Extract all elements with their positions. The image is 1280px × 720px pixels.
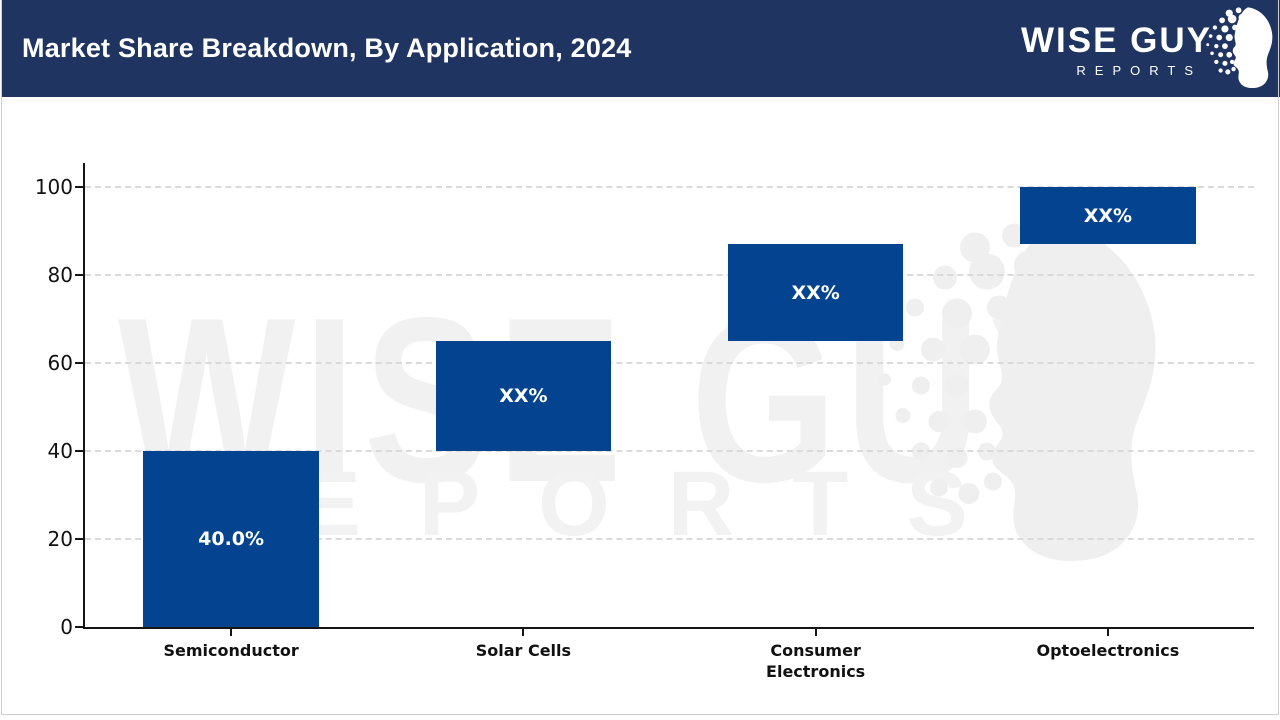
gridline-y-80 (85, 274, 1254, 277)
x-tick-mark (522, 629, 525, 636)
gridline-y-20 (85, 538, 1254, 541)
gridline-y-100 (85, 186, 1254, 189)
bar-solar-cells: XX% (435, 341, 612, 452)
bar-value-label: XX% (791, 281, 840, 304)
bar-value-label: 40.0% (198, 528, 265, 551)
logo-wordmark: WISE GUY (1020, 21, 1212, 60)
y-tick-mark (75, 450, 83, 453)
y-tick-mark (75, 274, 83, 277)
y-tick-mark (75, 362, 83, 365)
x-axis-spine (83, 627, 1254, 629)
bar-optoelectronics: XX% (1020, 187, 1196, 245)
bar-value-label: XX% (499, 385, 548, 408)
y-tick-mark (75, 186, 83, 189)
page-title: Market Share Breakdown, By Application, … (22, 33, 632, 63)
y-axis-tick-label: 60 (47, 351, 73, 376)
y-tick-mark (75, 538, 83, 541)
wise-guy-reports-logo: WISE GUY REPORTS (1020, 0, 1280, 97)
x-axis-tick-label: Semiconductor (163, 641, 299, 660)
logo-face-icon (1206, 7, 1273, 89)
watermark-face-icon (879, 223, 1156, 561)
x-axis-tick-label: Consumer Electronics (766, 641, 866, 681)
y-axis-tick-label: 100 (34, 175, 73, 200)
x-tick-mark (230, 629, 233, 636)
x-axis-tick-label: Optoelectronics (1036, 641, 1180, 660)
x-tick-mark (814, 629, 817, 636)
y-axis-tick-label: 40 (47, 439, 73, 464)
y-axis-tick-label: 0 (60, 615, 73, 639)
bar-semiconductor: 40.0% (143, 451, 319, 627)
y-axis-spine (83, 163, 85, 629)
logo-subtext: REPORTS (1076, 63, 1202, 78)
chart-plot-area: 0 20 40 60 80 100 40.0% Semiconductor XX% Solar C… (35, 163, 1254, 681)
y-axis-tick-label: 80 (47, 263, 73, 288)
gridline-y-40 (85, 450, 1254, 453)
gridline-y-60 (85, 362, 1254, 365)
bar-value-label: XX% (1083, 204, 1133, 227)
y-tick-mark (75, 626, 83, 628)
bar-consumer: XX% (727, 244, 904, 342)
x-axis-tick-label: Solar Cells (475, 641, 572, 660)
x-tick-mark (1106, 629, 1109, 636)
header-band: Market Share Breakdown, By Application, … (2, 0, 1280, 97)
y-axis-tick-label: 20 (47, 527, 73, 552)
